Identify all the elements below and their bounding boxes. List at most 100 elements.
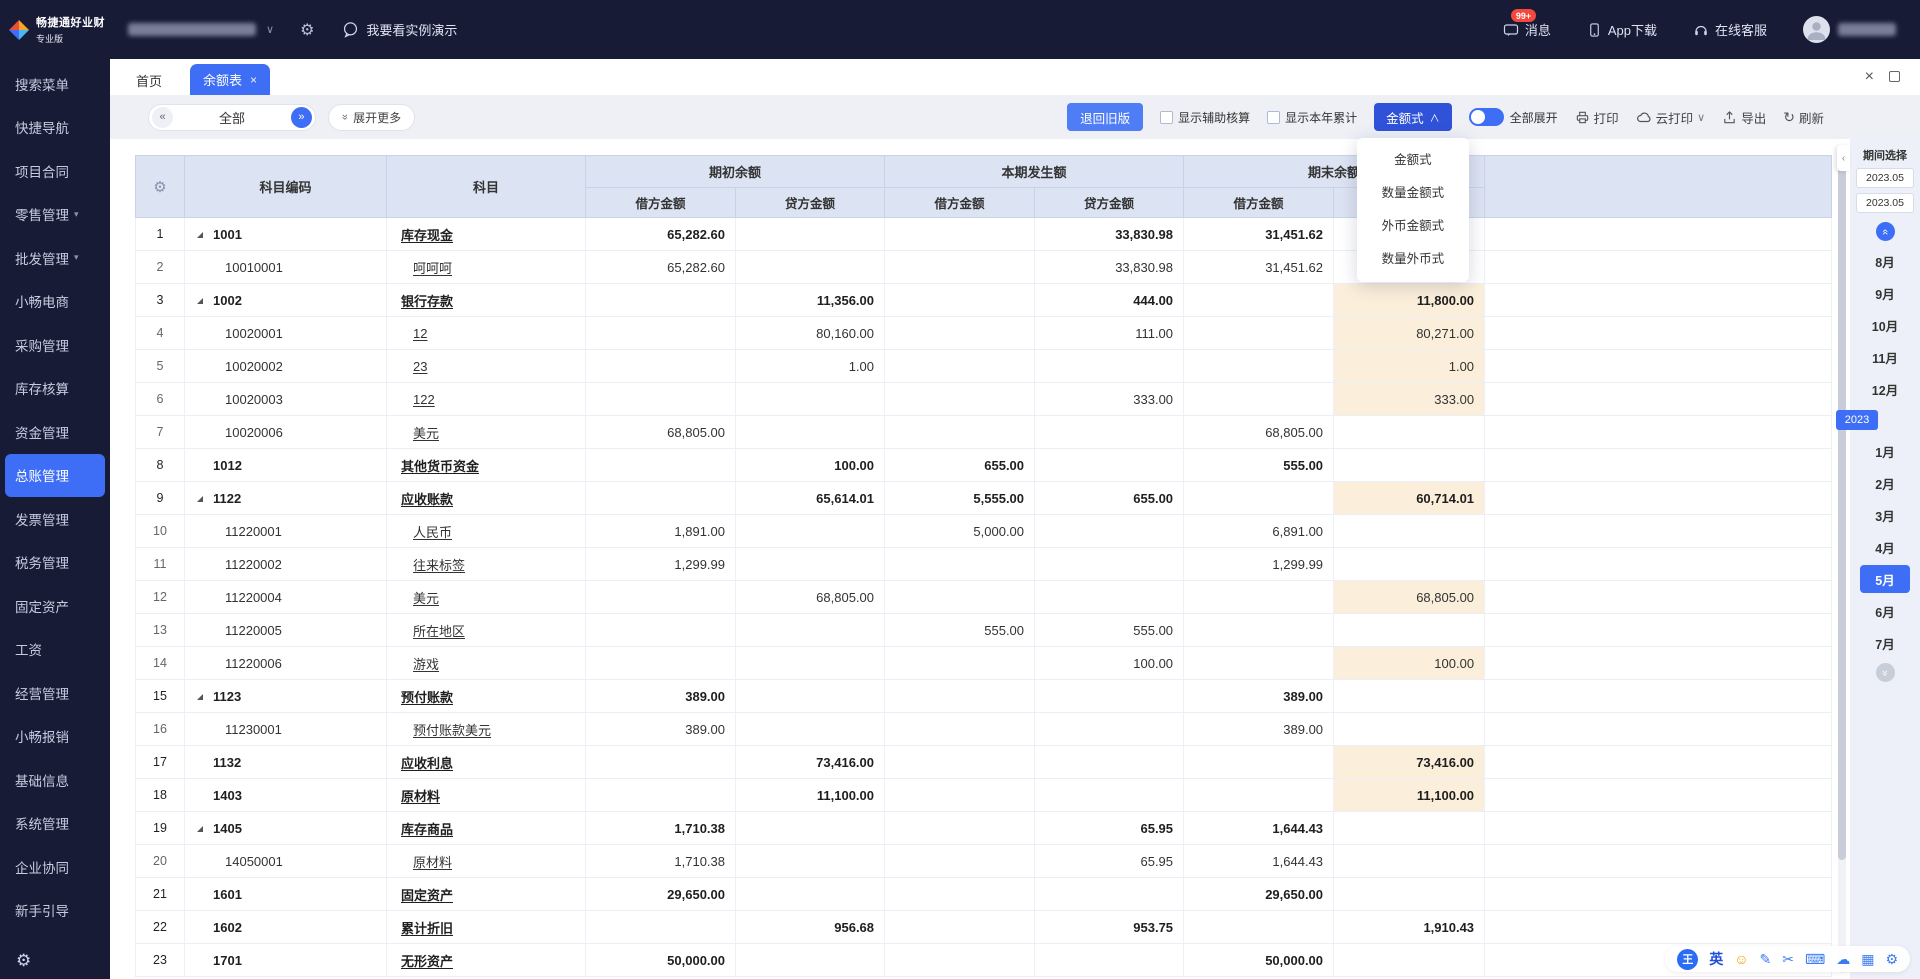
account-name-link[interactable]: 预付账款美元 bbox=[413, 722, 492, 738]
show-ytd-checkbox[interactable]: 显示本年累计 bbox=[1267, 109, 1357, 126]
sidebar-item-批发管理[interactable]: 批发管理 ▾ bbox=[0, 236, 110, 280]
month-item[interactable]: 3月 bbox=[1875, 509, 1895, 524]
sidebar-gear-icon[interactable]: ⚙ bbox=[16, 951, 32, 970]
org-selector[interactable]: ∨ bbox=[128, 23, 274, 36]
refresh-button[interactable]: ↻ 刷新 bbox=[1783, 108, 1824, 127]
sidebar-item-企业协同[interactable]: 企业协同 bbox=[0, 845, 110, 889]
ime-logo[interactable]: 王 bbox=[1677, 948, 1699, 970]
prev-arrow-icon[interactable]: « bbox=[152, 106, 173, 128]
account-name-link[interactable]: 银行存款 bbox=[401, 293, 454, 309]
month-item[interactable]: 6月 bbox=[1875, 605, 1895, 620]
month-item[interactable]: 9月 bbox=[1875, 287, 1895, 302]
account-name-link[interactable]: 原材料 bbox=[413, 854, 453, 870]
settings-gear-icon[interactable]: ⚙ bbox=[300, 21, 315, 39]
tab-balance-sheet[interactable]: 余额表 × bbox=[190, 64, 271, 95]
sidebar-item-项目合同[interactable]: 项目合同 bbox=[0, 149, 110, 193]
month-item[interactable]: 2月 bbox=[1875, 477, 1895, 492]
ime-language-indicator[interactable]: 英 bbox=[1709, 951, 1724, 967]
account-filter[interactable]: « 全部 » bbox=[148, 103, 316, 131]
scroll-months-down-button[interactable]: « bbox=[1875, 663, 1895, 682]
scroll-months-up-button[interactable]: « bbox=[1875, 222, 1895, 241]
sidebar-item-总账管理[interactable]: 总账管理 bbox=[5, 453, 105, 497]
expand-triangle-icon[interactable] bbox=[197, 826, 203, 832]
sidebar-item-小畅报销[interactable]: 小畅报销 bbox=[0, 715, 110, 759]
month-item[interactable]: 8月 bbox=[1875, 255, 1895, 270]
account-name-link[interactable]: 游戏 bbox=[413, 656, 440, 672]
expand-triangle-icon[interactable] bbox=[197, 496, 203, 502]
sidebar-item-工资[interactable]: 工资 bbox=[0, 628, 110, 672]
month-item[interactable]: 11月 bbox=[1872, 351, 1898, 366]
account-name-link[interactable]: 无形资产 bbox=[401, 953, 454, 969]
tab-close-icon[interactable]: × bbox=[250, 72, 258, 87]
user-menu[interactable] bbox=[1803, 16, 1896, 43]
back-to-old-version-button[interactable]: 退回旧版 bbox=[1067, 103, 1144, 131]
sidebar-item-小畅电商[interactable]: 小畅电商 bbox=[0, 280, 110, 324]
account-name-link[interactable]: 12 bbox=[413, 325, 428, 341]
account-name-link[interactable]: 库存商品 bbox=[401, 821, 454, 837]
amount-style-option[interactable]: 外币金额式 bbox=[1381, 219, 1445, 233]
handwriting-pen-icon[interactable]: ✎ bbox=[1759, 950, 1772, 967]
amount-style-option[interactable]: 金额式 bbox=[1394, 153, 1432, 167]
month-item[interactable]: 4月 bbox=[1875, 541, 1895, 556]
cloud-icon[interactable]: ☁ bbox=[1836, 950, 1851, 967]
print-button[interactable]: 打印 bbox=[1575, 108, 1619, 127]
panel-collapse-handle[interactable]: ‹ bbox=[1837, 145, 1850, 171]
show-aux-accounting-checkbox[interactable]: 显示辅助核算 bbox=[1160, 109, 1250, 126]
sidebar-item-搜索菜单[interactable]: 搜索菜单 bbox=[0, 62, 110, 106]
month-item[interactable]: 10月 bbox=[1871, 319, 1899, 334]
account-name-link[interactable]: 23 bbox=[413, 358, 428, 374]
amount-style-option[interactable]: 数量外币式 bbox=[1381, 252, 1445, 266]
keyboard-icon[interactable]: ⌨ bbox=[1804, 950, 1826, 967]
app-download-button[interactable]: App下载 bbox=[1587, 20, 1657, 39]
sidebar-item-税务管理[interactable]: 税务管理 bbox=[0, 541, 110, 585]
sidebar-item-快捷导航[interactable]: 快捷导航 bbox=[0, 106, 110, 150]
amount-style-button[interactable]: 金额式 ∧ bbox=[1374, 103, 1452, 131]
sidebar-item-系统管理[interactable]: 系统管理 bbox=[0, 802, 110, 846]
expand-triangle-icon[interactable] bbox=[197, 298, 203, 304]
sidebar-item-发票管理[interactable]: 发票管理 bbox=[0, 497, 110, 541]
sidebar-item-基础信息[interactable]: 基础信息 bbox=[0, 758, 110, 802]
account-name-link[interactable]: 应收账款 bbox=[401, 491, 454, 507]
sidebar-item-新手引导[interactable]: 新手引导 bbox=[0, 889, 110, 933]
scrollbar-thumb[interactable] bbox=[1838, 157, 1846, 861]
account-name-link[interactable]: 美元 bbox=[413, 590, 440, 606]
month-item[interactable]: 1月 bbox=[1875, 445, 1895, 460]
expand-triangle-icon[interactable] bbox=[197, 232, 203, 238]
expand-more-button[interactable]: « 展开更多 bbox=[328, 103, 416, 131]
account-name-link[interactable]: 应收利息 bbox=[401, 755, 454, 771]
sidebar-item-零售管理[interactable]: 零售管理 ▾ bbox=[0, 193, 110, 237]
month-item[interactable]: 5月 bbox=[1860, 565, 1910, 593]
demo-link[interactable]: 我要看实例演示 bbox=[342, 20, 457, 39]
period-to-input[interactable]: 2023.05 bbox=[1856, 193, 1914, 213]
account-name-link[interactable]: 预付账款 bbox=[401, 689, 454, 705]
sidebar-item-资金管理[interactable]: 资金管理 bbox=[0, 410, 110, 454]
account-name-link[interactable]: 呵呵呵 bbox=[413, 260, 453, 276]
account-name-link[interactable]: 人民币 bbox=[413, 524, 453, 540]
account-name-link[interactable]: 固定资产 bbox=[401, 887, 454, 903]
account-name-link[interactable]: 其他货币资金 bbox=[401, 458, 480, 474]
account-name-link[interactable]: 累计折旧 bbox=[401, 920, 454, 936]
account-name-link[interactable]: 所在地区 bbox=[413, 623, 466, 639]
period-from-input[interactable]: 2023.05 bbox=[1856, 168, 1914, 188]
support-button[interactable]: 在线客服 bbox=[1693, 20, 1767, 39]
cloud-print-button[interactable]: 云打印 ∨ bbox=[1636, 108, 1705, 127]
messages-button[interactable]: 99+ 消息 bbox=[1503, 9, 1551, 39]
account-name-link[interactable]: 往来标签 bbox=[413, 557, 466, 573]
toggle-switch[interactable] bbox=[1468, 108, 1504, 126]
month-item[interactable]: 12月 bbox=[1871, 383, 1899, 398]
close-icon[interactable]: × bbox=[1864, 68, 1874, 85]
sidebar-item-固定资产[interactable]: 固定资产 bbox=[0, 584, 110, 628]
tab-home[interactable]: 首页 bbox=[122, 65, 176, 95]
sidebar-item-库存核算[interactable]: 库存核算 bbox=[0, 367, 110, 411]
sidebar-item-经营管理[interactable]: 经营管理 bbox=[0, 671, 110, 715]
account-name-link[interactable]: 原材料 bbox=[401, 788, 441, 804]
next-arrow-icon[interactable]: » bbox=[290, 106, 312, 128]
toolbox-grid-icon[interactable]: ▦ bbox=[1861, 950, 1875, 967]
screenshot-scissors-icon[interactable]: ✂ bbox=[1782, 950, 1794, 967]
sidebar-item-采购管理[interactable]: 采购管理 bbox=[0, 323, 110, 367]
export-button[interactable]: 导出 bbox=[1722, 108, 1766, 127]
column-settings-gear-icon[interactable]: ⚙ bbox=[153, 178, 167, 196]
month-item[interactable]: 7月 bbox=[1875, 637, 1895, 652]
account-name-link[interactable]: 美元 bbox=[413, 425, 440, 441]
emoji-icon[interactable]: ☺ bbox=[1734, 951, 1749, 967]
